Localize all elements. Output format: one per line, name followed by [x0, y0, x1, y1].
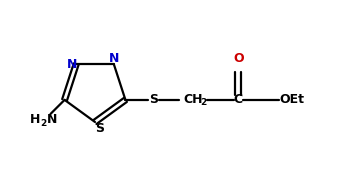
- Text: H: H: [29, 113, 40, 126]
- Text: 2: 2: [200, 98, 207, 107]
- Text: S: S: [149, 93, 158, 106]
- Text: OEt: OEt: [279, 93, 304, 106]
- Text: N: N: [109, 52, 119, 65]
- Text: O: O: [233, 52, 244, 65]
- Text: N: N: [67, 58, 77, 71]
- Text: 2: 2: [40, 119, 47, 128]
- Text: CH: CH: [184, 93, 203, 106]
- Text: C: C: [234, 93, 243, 106]
- Text: N: N: [46, 113, 57, 126]
- Text: S: S: [96, 122, 105, 135]
